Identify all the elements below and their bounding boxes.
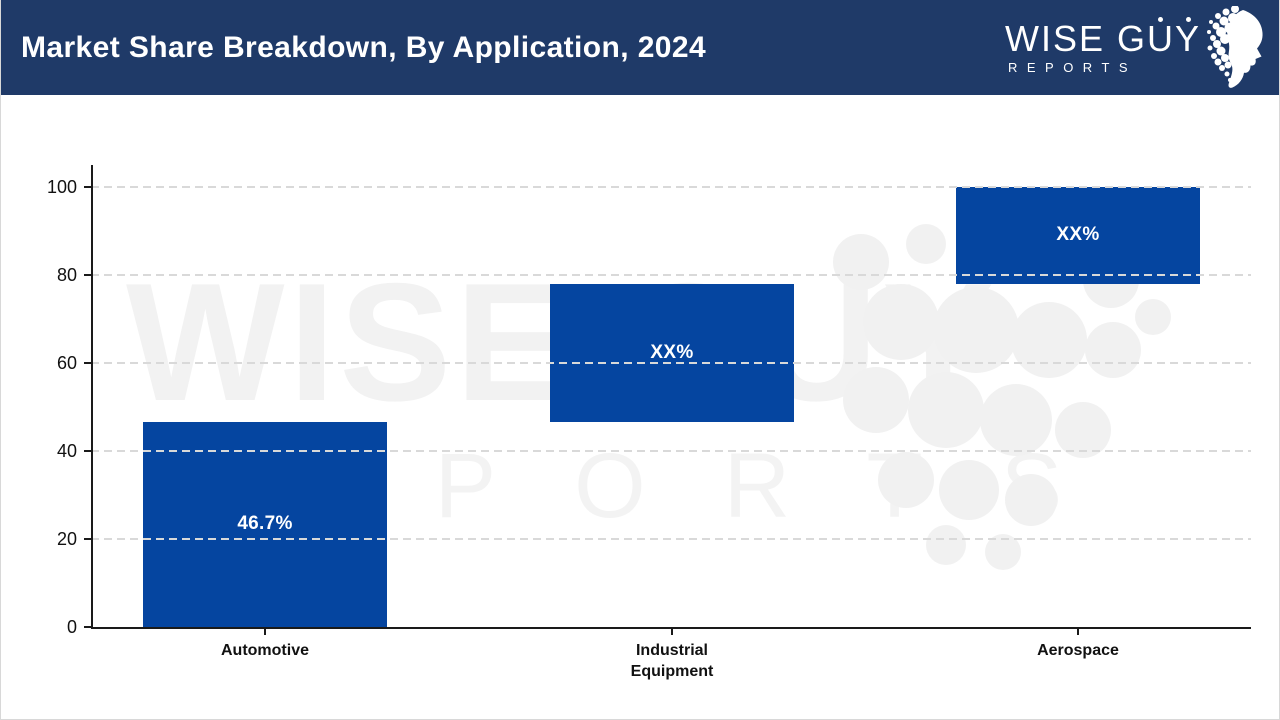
gridline xyxy=(91,274,1251,276)
bar: XX% xyxy=(956,187,1200,284)
bar-value-label: 46.7% xyxy=(237,513,293,535)
logo-wordmark-text: WISE GUY xyxy=(1004,18,1201,59)
x-tick-mark xyxy=(1077,627,1079,635)
logo-dot-icon xyxy=(1186,17,1191,22)
dotted-head-profile-icon xyxy=(1207,5,1263,88)
bar: 46.7% xyxy=(143,421,387,627)
gridline xyxy=(91,186,1251,188)
gridline xyxy=(91,450,1251,452)
y-tick-mark xyxy=(84,626,91,628)
page-title: Market Share Breakdown, By Application, … xyxy=(21,30,707,64)
y-tick-mark xyxy=(84,450,91,452)
bar: XX% xyxy=(550,283,794,422)
wise-guy-reports-logo: WISE GUY REPORTS xyxy=(1004,5,1267,90)
y-tick-mark xyxy=(84,274,91,276)
y-tick-label: 60 xyxy=(56,353,77,373)
gridline xyxy=(91,362,1251,364)
gridline xyxy=(91,538,1251,540)
y-tick-label: 80 xyxy=(56,265,77,285)
logo-subtext: REPORTS xyxy=(1007,60,1138,75)
header-bar: Market Share Breakdown, By Application, … xyxy=(1,0,1279,95)
logo-text: WISE GUY REPORTS xyxy=(1004,17,1201,75)
y-tick-label: 40 xyxy=(56,441,77,461)
y-tick-label: 0 xyxy=(66,617,77,637)
bar-value-label: XX% xyxy=(650,341,694,363)
chart-area: 46.7% XX% XX% 0 20 40 60 80 100 Automotive Industr… xyxy=(1,95,1279,719)
y-tick-label: 20 xyxy=(56,529,77,549)
y-axis-line xyxy=(91,165,93,629)
logo-wordmark: WISE GUY xyxy=(1004,17,1201,59)
x-tick-mark xyxy=(671,627,673,635)
x-tick-mark xyxy=(264,627,266,635)
bar-value-label: XX% xyxy=(1056,224,1100,246)
y-tick-mark xyxy=(84,362,91,364)
logo-dot-icon xyxy=(1158,17,1163,22)
y-tick-mark xyxy=(84,186,91,188)
x-category-label: Aerospace xyxy=(1037,642,1119,659)
x-category-label: Industrial Equipment xyxy=(630,642,714,680)
x-category-label: Automotive xyxy=(221,642,309,659)
y-tick-mark xyxy=(84,538,91,540)
y-tick-label: 100 xyxy=(46,177,77,197)
